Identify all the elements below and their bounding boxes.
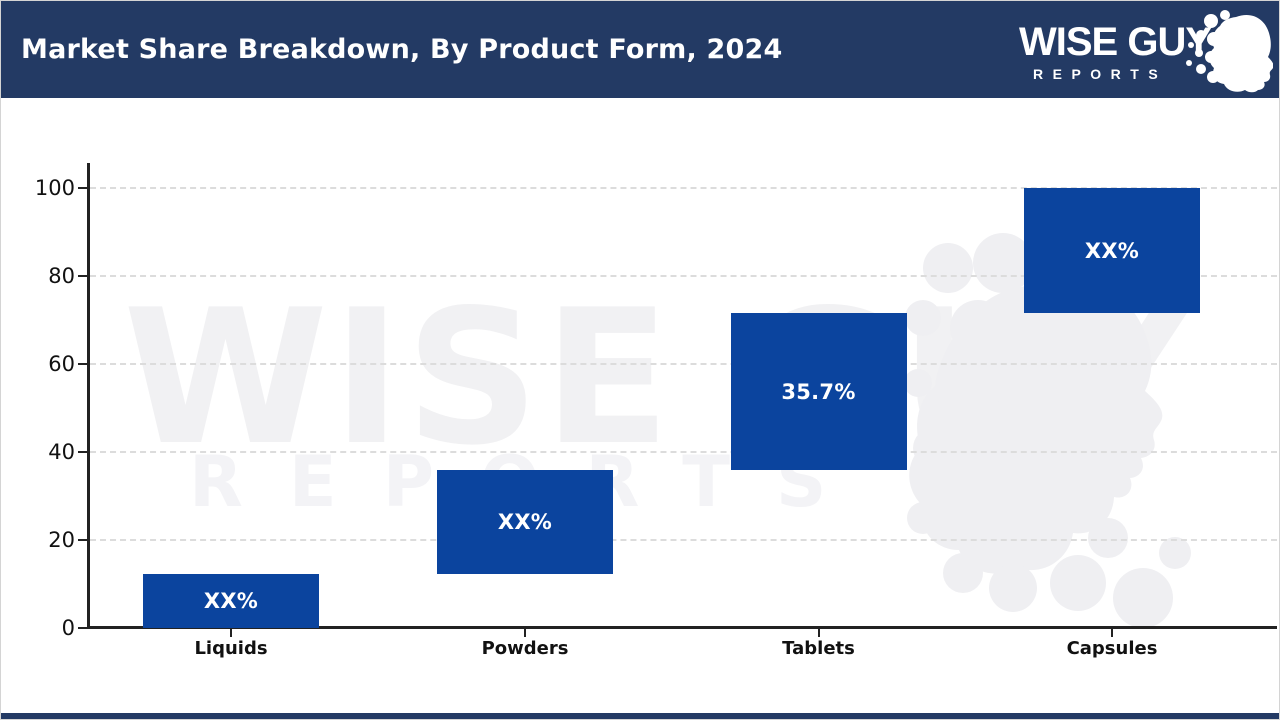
y-tick-100 [78, 187, 88, 189]
y-tick-60 [78, 363, 88, 365]
bar-value-label-powders: XX% [497, 510, 553, 535]
wise-guy-logo: WISE GUY REPORTS [1011, 7, 1274, 93]
gridline-40 [90, 451, 1277, 453]
gridline-100 [90, 187, 1277, 189]
bar-liquids: XX% [143, 574, 319, 628]
bar-tablets: 35.7% [730, 313, 907, 471]
y-tick-label-100: 100 [34, 176, 75, 200]
x-category-label-powders: Powders [481, 638, 569, 659]
logo-head-icon [1186, 10, 1274, 93]
gridline-60 [90, 363, 1277, 365]
x-category-label-liquids: Liquids [194, 638, 268, 659]
bar-value-label-capsules: XX% [1084, 238, 1140, 263]
x-category-label-tablets: Tablets [782, 638, 855, 659]
bar-value-label-liquids: XX% [203, 589, 259, 614]
y-tick-20 [78, 539, 88, 541]
logo-wordmark-text: WISE GUY [1019, 20, 1212, 64]
y-tick-label-0: 0 [61, 616, 75, 640]
x-tick-liquids [230, 629, 232, 637]
bar-capsules: XX% [1024, 188, 1200, 314]
logo-reports-text: REPORTS [1033, 66, 1167, 82]
x-axis-line [87, 626, 1277, 629]
bar-powders: XX% [437, 470, 613, 575]
y-tick-0 [78, 627, 88, 629]
x-category-label-capsules: Capsules [1066, 638, 1158, 659]
header-bar: Market Share Breakdown, By Product Form,… [1, 1, 1279, 98]
x-tick-tablets [817, 629, 820, 637]
chart-title: Market Share Breakdown, By Product Form,… [21, 34, 783, 65]
y-tick-80 [78, 275, 88, 277]
gridline-20 [90, 539, 1277, 541]
gridline-80 [90, 275, 1277, 277]
y-tick-label-20: 20 [48, 528, 75, 552]
x-tick-capsules [1111, 629, 1113, 637]
y-tick-label-80: 80 [48, 264, 75, 288]
bar-value-label-tablets: 35.7% [781, 379, 856, 404]
y-tick-label-40: 40 [48, 440, 75, 464]
x-tick-powders [524, 629, 526, 637]
y-axis-line [87, 163, 90, 629]
y-tick-40 [78, 451, 88, 453]
footer-bar [1, 713, 1279, 719]
y-tick-label-60: 60 [48, 352, 75, 376]
